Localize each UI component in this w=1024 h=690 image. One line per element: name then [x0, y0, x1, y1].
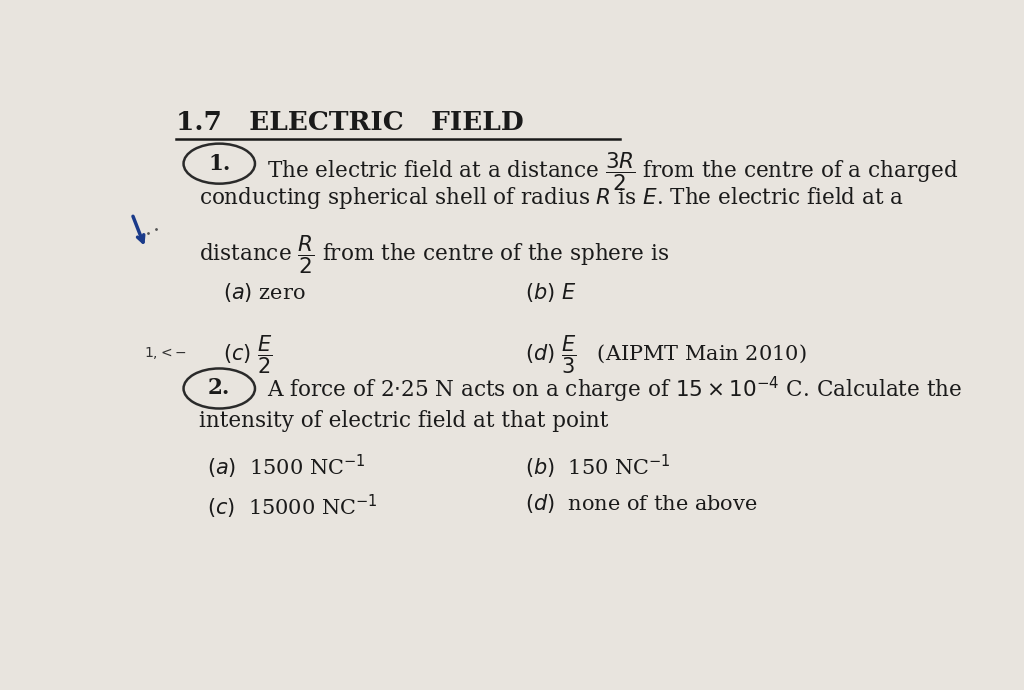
Text: $(a)$  1500 NC$^{-1}$: $(a)$ 1500 NC$^{-1}$: [207, 453, 366, 481]
Text: $(b)$ $E$: $(b)$ $E$: [524, 281, 577, 304]
Text: $(c)$ $\dfrac{E}{2}$: $(c)$ $\dfrac{E}{2}$: [223, 333, 273, 375]
Text: $(d)$ $\dfrac{E}{3}$   (AIPMT Main 2010): $(d)$ $\dfrac{E}{3}$ (AIPMT Main 2010): [524, 333, 807, 375]
Text: 1.7   ELECTRIC   FIELD: 1.7 ELECTRIC FIELD: [176, 110, 523, 135]
Text: conducting spherical shell of radius $R$ is $E$. The electric field at a: conducting spherical shell of radius $R$…: [200, 185, 904, 211]
Text: $(b)$  150 NC$^{-1}$: $(b)$ 150 NC$^{-1}$: [524, 453, 671, 481]
Text: 1.: 1.: [208, 152, 230, 175]
Text: $\mathit{1,\! < -}$: $\mathit{1,\! < -}$: [143, 344, 186, 361]
Text: distance $\dfrac{R}{2}$ from the centre of the sphere is: distance $\dfrac{R}{2}$ from the centre …: [200, 233, 670, 276]
Text: A force of 2$\cdot$25 N acts on a charge of $15 \times 10^{-4}$ C. Calculate the: A force of 2$\cdot$25 N acts on a charge…: [267, 375, 962, 405]
Text: $(a)$ zero: $(a)$ zero: [223, 281, 306, 304]
Text: 2.: 2.: [208, 377, 230, 400]
Text: $(c)$  15000 NC$^{-1}$: $(c)$ 15000 NC$^{-1}$: [207, 493, 378, 521]
Text: $(d)$  none of the above: $(d)$ none of the above: [524, 493, 757, 515]
Text: intensity of electric field at that point: intensity of electric field at that poin…: [200, 410, 609, 432]
Text: The electric field at a distance $\dfrac{3R}{2}$ from the centre of a charged: The electric field at a distance $\dfrac…: [267, 150, 958, 193]
